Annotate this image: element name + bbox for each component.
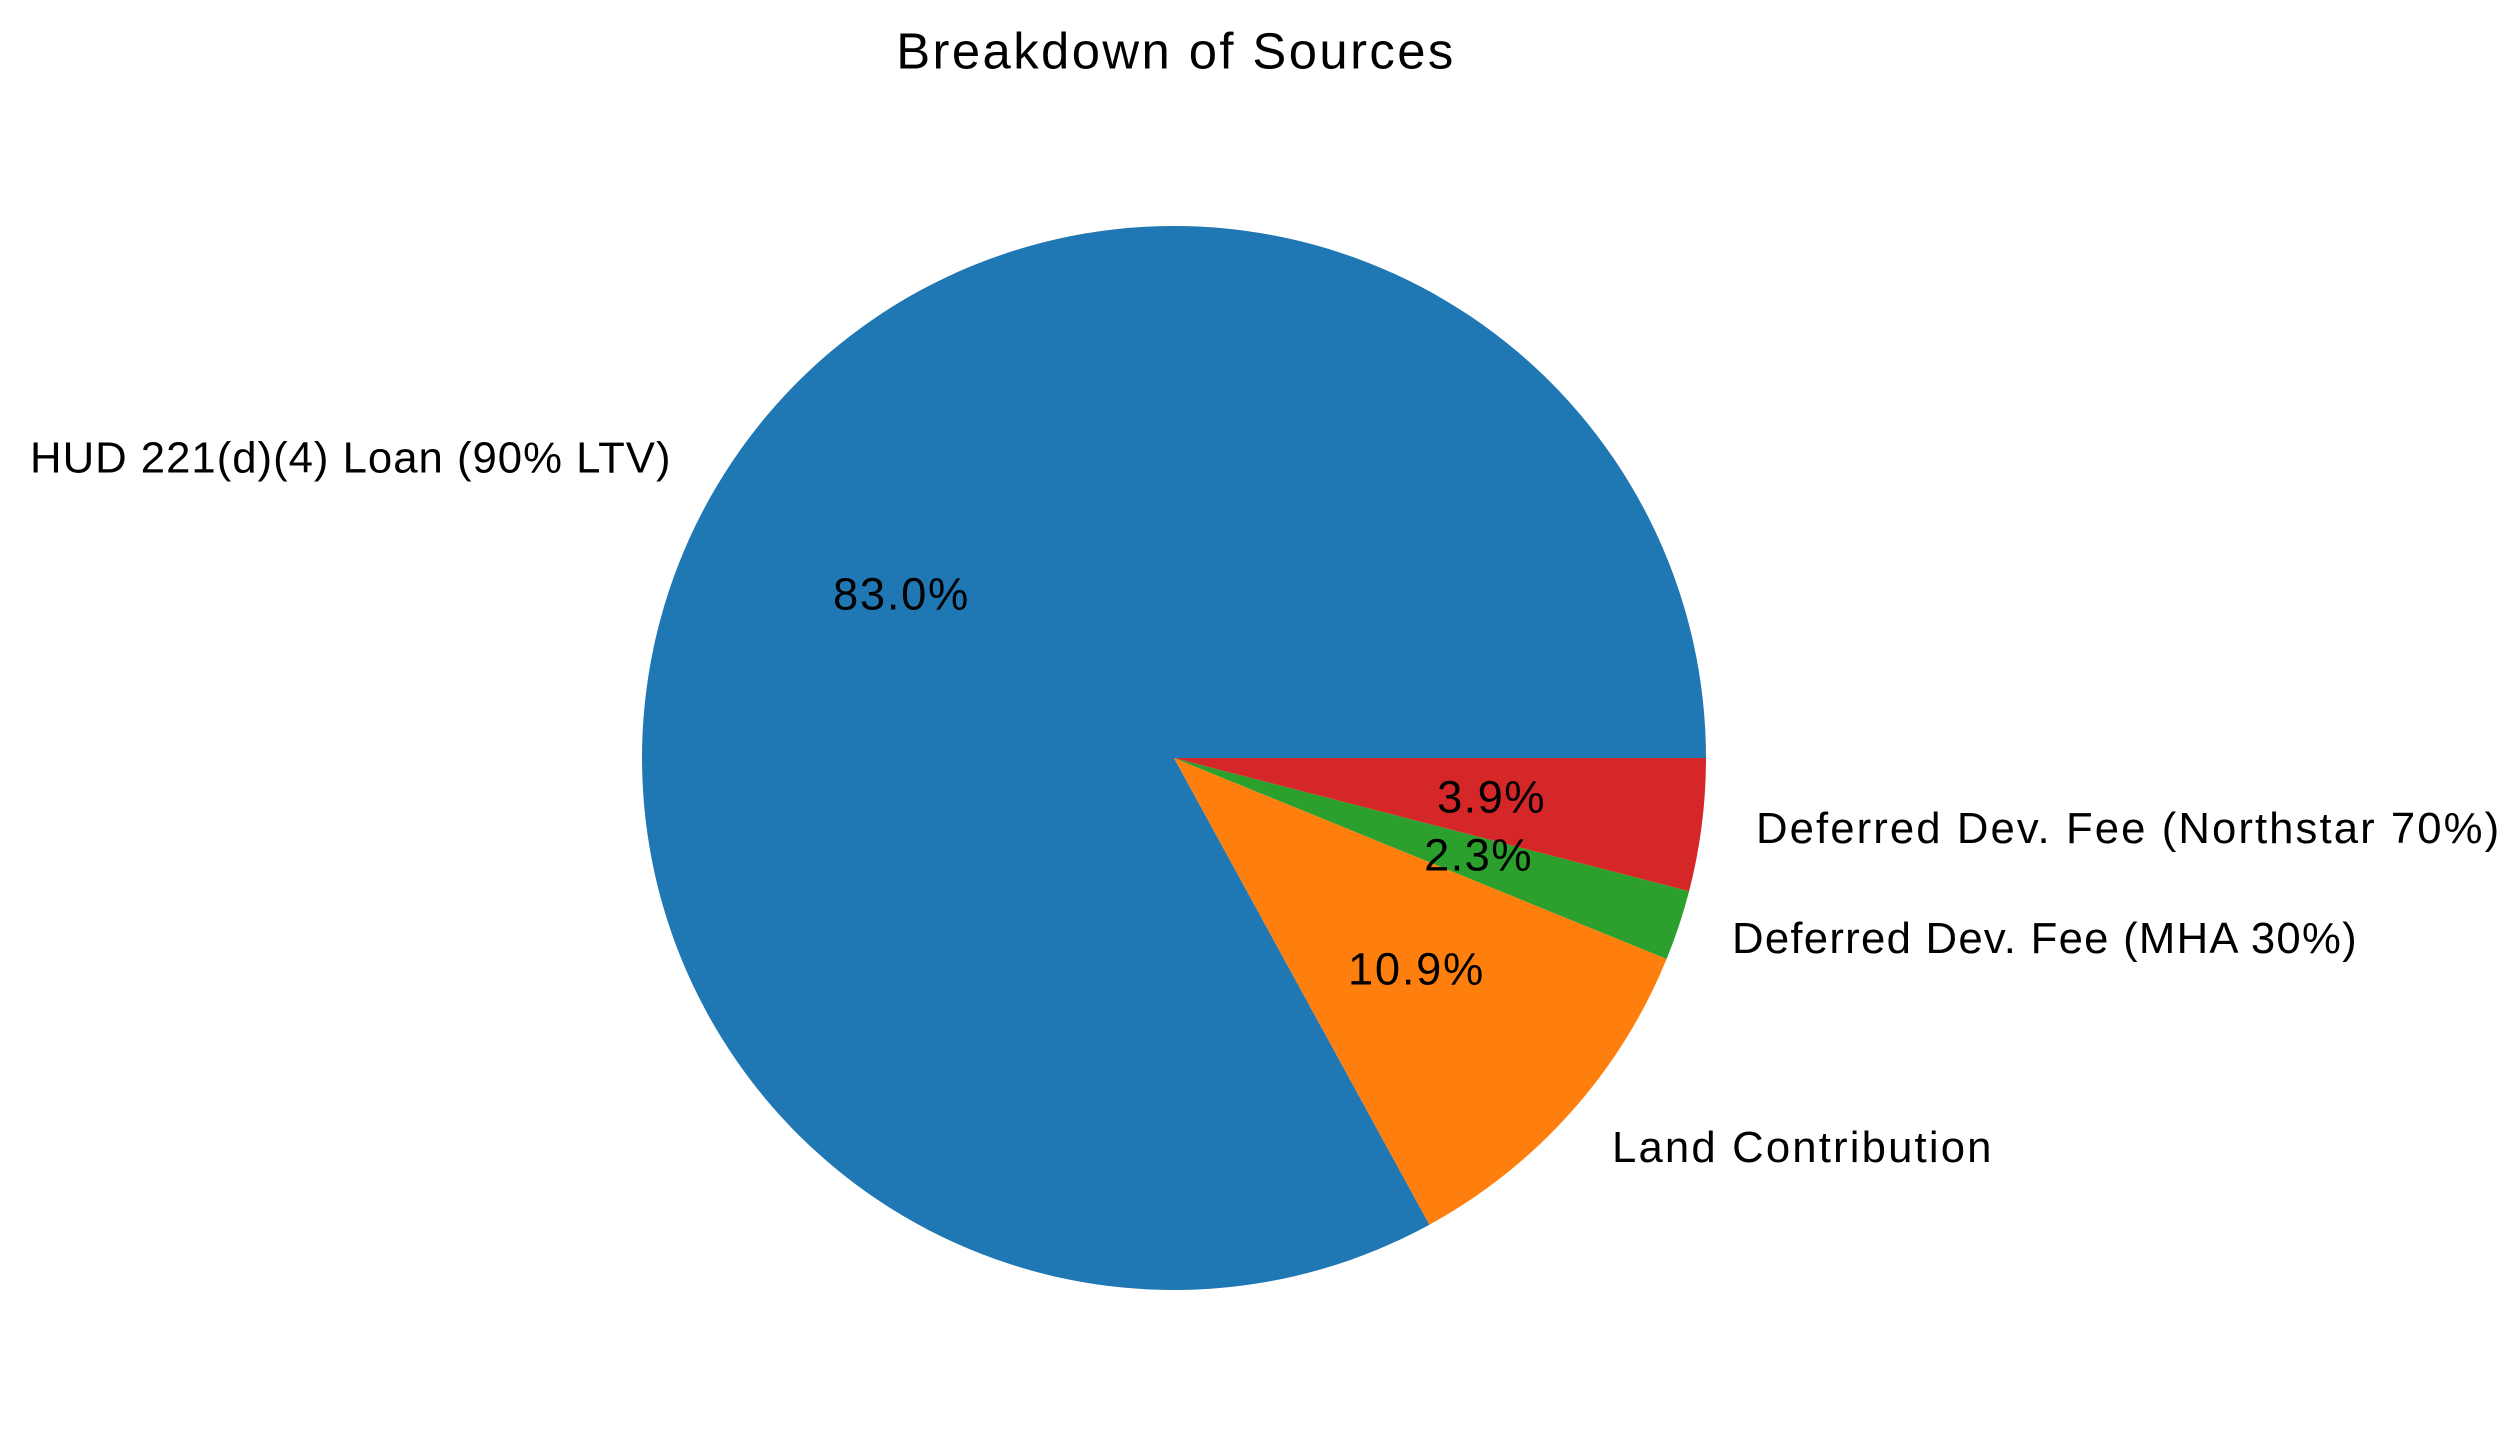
svg-text:2.3%: 2.3% [1424, 829, 1533, 880]
svg-text:Land Contribution: Land Contribution [1612, 1123, 1994, 1172]
svg-text:10.9%: 10.9% [1348, 944, 1485, 995]
svg-text:83.0%: 83.0% [833, 568, 970, 619]
svg-text:Deferred Dev. Fee (Northstar 7: Deferred Dev. Fee (Northstar 70%) [1756, 804, 2501, 853]
svg-text:HUD 221(d)(4) Loan (90% LTV): HUD 221(d)(4) Loan (90% LTV) [30, 434, 671, 483]
svg-text:3.9%: 3.9% [1437, 772, 1546, 823]
svg-text:Deferred Dev. Fee (MHA 30%): Deferred Dev. Fee (MHA 30%) [1732, 914, 2358, 963]
svg-text:Breakdown of Sources: Breakdown of Sources [896, 22, 1455, 79]
